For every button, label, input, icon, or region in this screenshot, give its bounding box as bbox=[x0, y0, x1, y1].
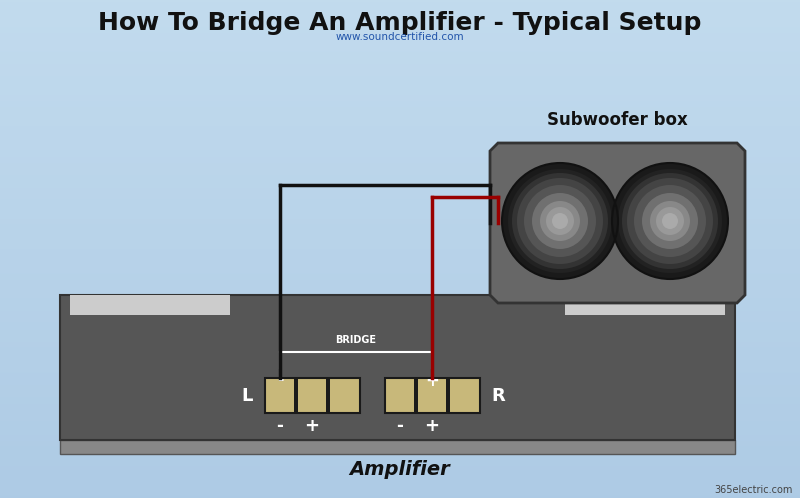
Circle shape bbox=[612, 163, 728, 279]
Bar bbox=[60, 295, 735, 440]
Bar bbox=[70, 295, 230, 315]
Circle shape bbox=[524, 185, 596, 257]
Circle shape bbox=[546, 207, 574, 235]
Circle shape bbox=[656, 207, 684, 235]
Text: How To Bridge An Amplifier - Typical Setup: How To Bridge An Amplifier - Typical Set… bbox=[98, 11, 702, 35]
Text: -: - bbox=[277, 372, 283, 387]
Bar bbox=[446, 378, 450, 413]
Polygon shape bbox=[490, 143, 745, 303]
Text: L: L bbox=[242, 386, 253, 404]
Circle shape bbox=[512, 173, 608, 269]
Text: 365electric.com: 365electric.com bbox=[714, 485, 793, 495]
Bar bbox=[326, 378, 330, 413]
Text: R: R bbox=[491, 386, 505, 404]
Text: +: + bbox=[305, 417, 319, 435]
Text: +: + bbox=[425, 417, 439, 435]
Bar bbox=[294, 378, 298, 413]
Circle shape bbox=[517, 178, 603, 264]
Circle shape bbox=[508, 169, 612, 273]
Circle shape bbox=[502, 163, 618, 279]
Circle shape bbox=[642, 193, 698, 249]
Circle shape bbox=[618, 169, 722, 273]
Bar bbox=[60, 440, 735, 454]
Bar bbox=[385, 378, 480, 413]
Circle shape bbox=[552, 213, 568, 229]
Text: -: - bbox=[277, 417, 283, 435]
Text: Amplifier: Amplifier bbox=[350, 460, 450, 479]
Text: Subwoofer box: Subwoofer box bbox=[547, 111, 688, 129]
Bar bbox=[565, 295, 725, 315]
Bar bbox=[265, 378, 360, 413]
Circle shape bbox=[650, 201, 690, 241]
Text: +: + bbox=[425, 372, 439, 390]
Circle shape bbox=[622, 173, 718, 269]
Circle shape bbox=[532, 193, 588, 249]
Text: -: - bbox=[397, 417, 403, 435]
Circle shape bbox=[634, 185, 706, 257]
Circle shape bbox=[540, 201, 580, 241]
Text: www.soundcertified.com: www.soundcertified.com bbox=[336, 32, 464, 42]
Circle shape bbox=[662, 213, 678, 229]
Circle shape bbox=[627, 178, 713, 264]
Text: BRIDGE: BRIDGE bbox=[335, 335, 377, 345]
Bar bbox=[414, 378, 418, 413]
